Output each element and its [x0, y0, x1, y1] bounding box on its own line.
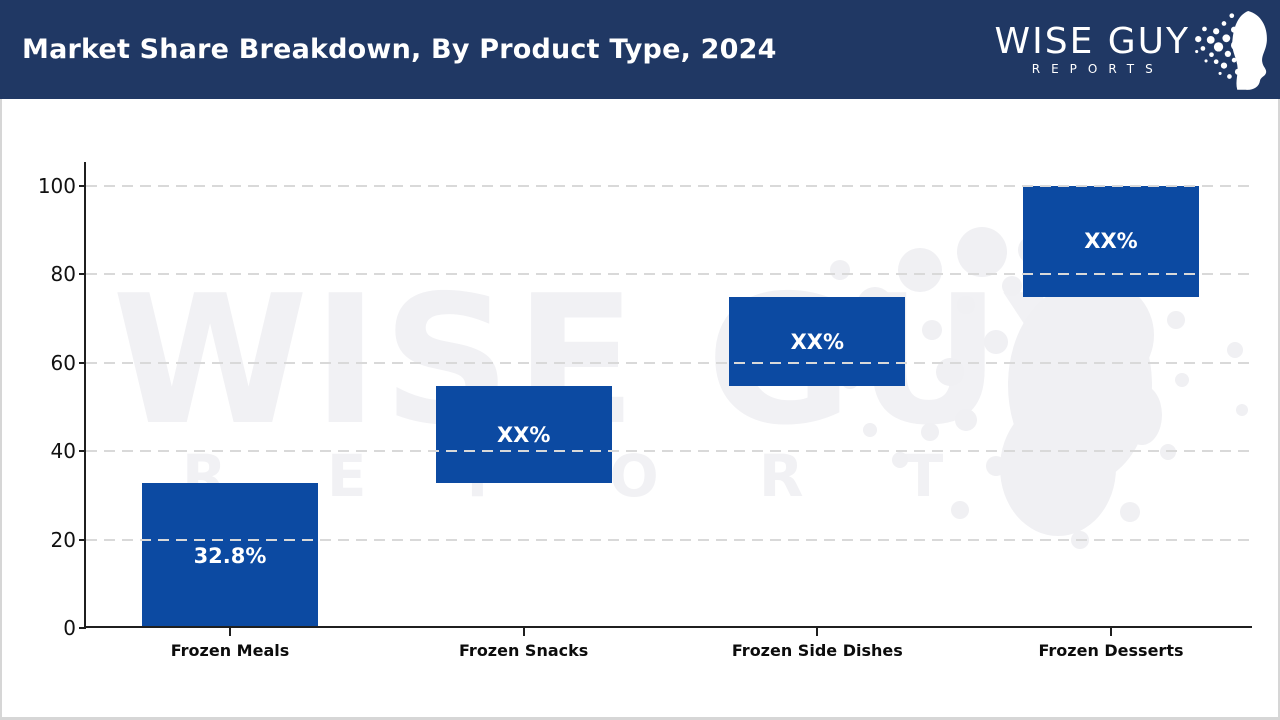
y-tick-mark — [79, 538, 86, 541]
y-tick-mark — [79, 273, 86, 276]
gridline — [86, 361, 1252, 364]
bar-value-label: XX% — [496, 422, 551, 447]
y-tick-label: 100 — [37, 174, 76, 198]
y-tick-mark — [79, 361, 86, 364]
y-tick-mark — [79, 185, 86, 187]
wise-guy-logo-text: WISE GUY REPORTS — [994, 21, 1191, 77]
gridline — [86, 273, 1252, 276]
x-axis-line — [84, 626, 1252, 628]
x-category-label: Frozen Meals — [170, 641, 290, 660]
bar — [142, 483, 318, 628]
x-category-label: Frozen Snacks — [459, 641, 589, 660]
y-axis-line — [84, 162, 86, 628]
x-tick-mark — [522, 628, 525, 636]
header: Market Share Breakdown, By Product Type,… — [0, 0, 1280, 99]
y-tick-label: 60 — [50, 350, 76, 375]
logo-subtitle: REPORTS — [1031, 62, 1164, 76]
watermark-subtitle: R E P O R T S — [182, 442, 1126, 510]
wise-guy-logo: WISE GUY REPORTS — [995, 6, 1271, 94]
x-tick-mark — [229, 628, 231, 636]
bar — [435, 386, 612, 484]
y-tick-label: 80 — [50, 262, 76, 287]
gridline — [86, 538, 1252, 541]
x-category-label: Frozen Desserts — [1038, 641, 1184, 660]
x-tick-mark — [1110, 628, 1112, 636]
logo-wordmark: WISE GUY — [994, 21, 1190, 62]
gridline — [86, 450, 1252, 453]
bar — [729, 296, 906, 387]
bar — [1023, 186, 1199, 297]
bar-value-label: XX% — [790, 329, 845, 354]
gridline — [86, 185, 1252, 187]
bar-value-label: XX% — [1084, 229, 1138, 254]
x-tick-mark — [816, 628, 819, 636]
y-tick-label: 40 — [50, 439, 76, 464]
chart-title: Market Share Breakdown, By Product Type,… — [22, 34, 777, 65]
bar-value-label: 32.8% — [193, 543, 267, 568]
y-tick-label: 20 — [50, 527, 76, 552]
y-tick-mark — [79, 627, 86, 629]
x-category-label: Frozen Side Dishes — [731, 641, 903, 660]
y-tick-label: 0 — [63, 616, 76, 640]
wise-guy-face-icon — [1195, 11, 1267, 90]
y-tick-mark — [79, 450, 86, 453]
